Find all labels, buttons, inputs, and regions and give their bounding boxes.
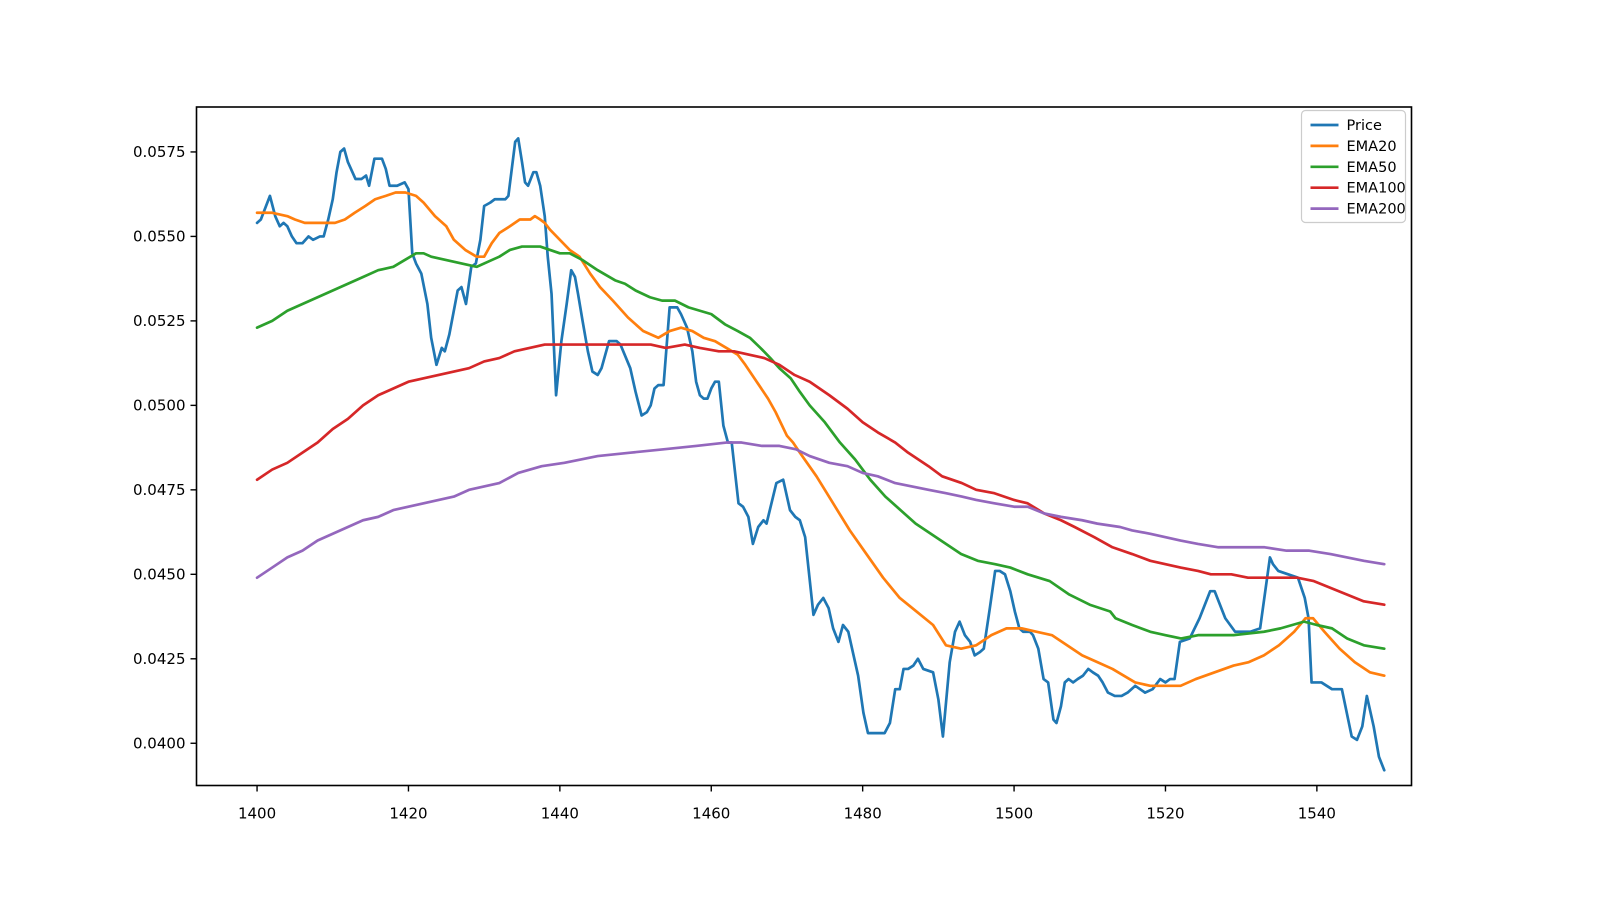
series-ema20-line (255, 191, 1386, 688)
series-ema50-line (255, 245, 1386, 650)
x-tick-label: 1540 (1298, 805, 1336, 823)
y-tick-label: 0.0500 (133, 396, 186, 414)
series-price-line (255, 137, 1386, 772)
series-ema100-line (255, 343, 1386, 607)
x-tick-label: 1500 (995, 805, 1033, 823)
legend-item-price: Price (1310, 118, 1382, 134)
x-tick-label: 1480 (844, 805, 882, 823)
legend: Price EMA20 EMA50 EMA100 EMA200 (1300, 109, 1407, 224)
legend-item-ema50: EMA50 (1310, 160, 1397, 176)
series-group (255, 137, 1386, 772)
series-ema200-line (255, 441, 1386, 580)
legend-label: EMA20 (1347, 139, 1397, 155)
x-tick-label: 1400 (238, 805, 276, 823)
legend-box (1300, 109, 1407, 224)
x-tick-label: 1420 (389, 805, 427, 823)
legend-label: EMA100 (1347, 181, 1406, 197)
x-tick-label: 1440 (541, 805, 579, 823)
legend-label: EMA50 (1347, 160, 1397, 176)
plot-border (195, 106, 1413, 787)
y-tick-label: 0.0475 (133, 481, 186, 499)
legend-item-ema100: EMA100 (1310, 181, 1406, 197)
legend-label: Price (1347, 118, 1382, 134)
y-tick-label: 0.0525 (133, 312, 186, 330)
y-tick-label: 0.0400 (133, 734, 186, 752)
y-tick-label: 0.0550 (133, 227, 186, 245)
y-tick-label: 0.0575 (133, 143, 186, 161)
y-tick-label: 0.0450 (133, 565, 186, 583)
legend-item-ema20: EMA20 (1310, 139, 1397, 155)
legend-label: EMA200 (1347, 202, 1406, 218)
y-tick-label: 0.0425 (133, 650, 186, 668)
x-tick-label: 1460 (692, 805, 730, 823)
x-tick-label: 1520 (1146, 805, 1184, 823)
y-axis: 0.0400 0.0425 0.0450 0.0475 0.0500 0.0525 0.05… (133, 143, 197, 752)
x-axis: 1400 1420 1440 1460 1480 1500 1520 1540 (238, 785, 1336, 823)
legend-item-ema200: EMA200 (1310, 202, 1406, 218)
